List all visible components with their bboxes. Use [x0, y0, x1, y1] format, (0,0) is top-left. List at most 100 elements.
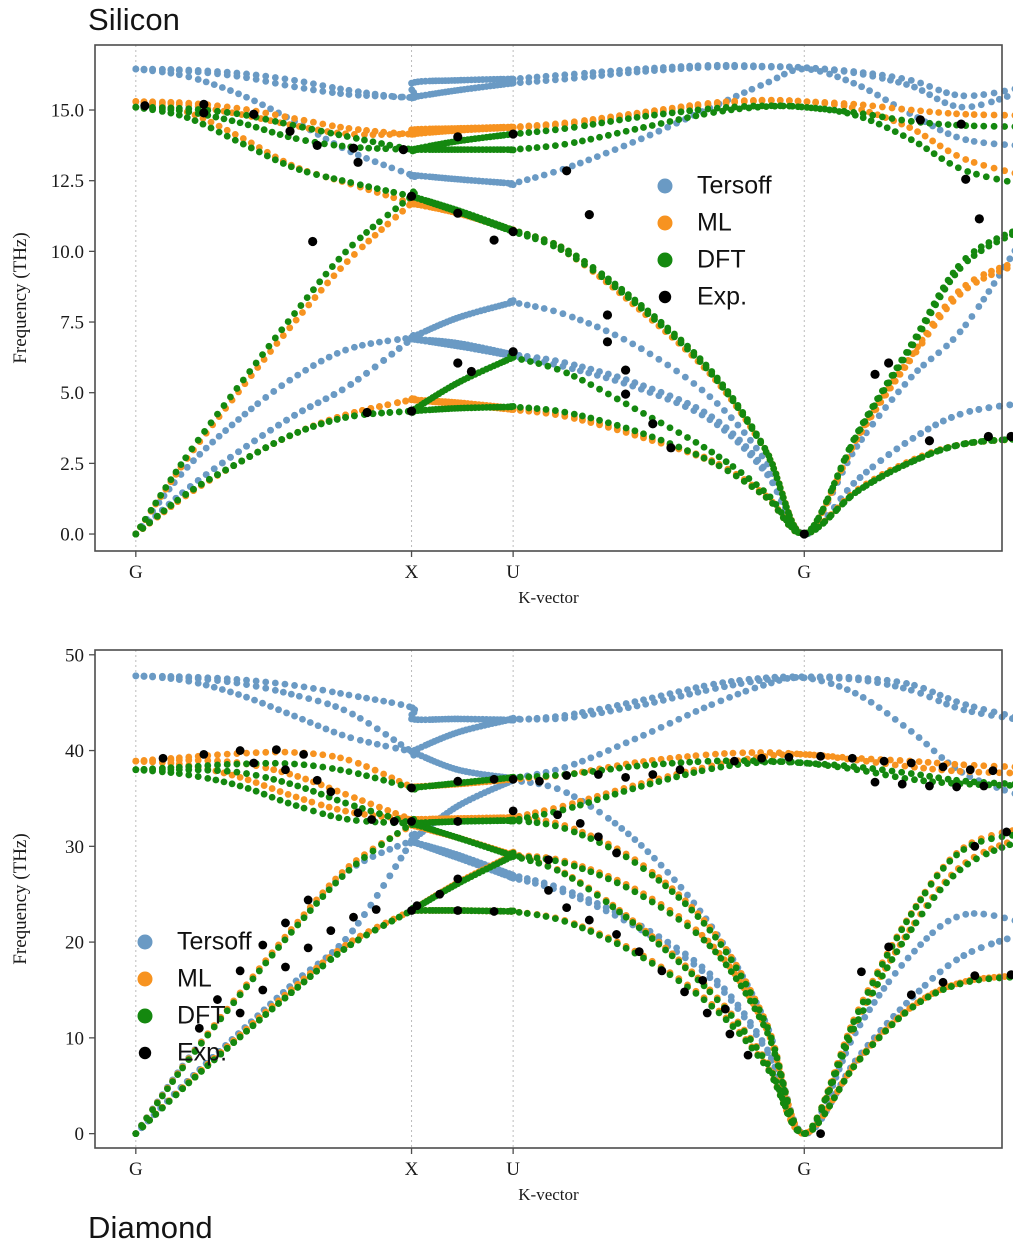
band-point: [1004, 935, 1011, 942]
band-point: [282, 749, 289, 756]
band-point: [908, 136, 915, 143]
band-point: [571, 863, 578, 870]
band-point: [642, 68, 649, 75]
band-point: [353, 817, 360, 824]
band-point: [394, 843, 401, 850]
band-point: [382, 145, 389, 152]
exp-data-point: [363, 408, 372, 417]
band-point: [245, 776, 252, 783]
band-point: [342, 249, 349, 256]
band-point: [270, 388, 277, 395]
band-point: [964, 168, 971, 175]
band-point: [307, 403, 314, 410]
band-point: [678, 884, 685, 891]
band-point: [224, 127, 231, 134]
band-point: [980, 91, 987, 98]
band-point: [741, 1014, 748, 1021]
band-point: [214, 677, 221, 684]
band-point: [991, 123, 998, 130]
band-point: [868, 117, 875, 124]
band-point: [315, 722, 322, 729]
band-point: [791, 527, 798, 534]
band-point: [753, 1031, 760, 1038]
band-point: [596, 809, 603, 816]
exp-data-point: [916, 115, 925, 124]
band-point: [741, 429, 748, 436]
band-point: [390, 736, 397, 743]
band-point: [543, 773, 550, 780]
band-point: [380, 777, 387, 784]
band-point: [399, 191, 406, 198]
band-point: [280, 160, 287, 167]
band-point: [1004, 93, 1011, 100]
band-point: [372, 93, 379, 100]
band-point: [242, 411, 249, 418]
band-point: [616, 765, 623, 772]
band-point: [993, 239, 1000, 246]
band-point: [224, 133, 231, 140]
band-point: [234, 761, 241, 768]
band-point: [216, 433, 223, 440]
band-point: [690, 769, 697, 776]
band-point: [291, 310, 298, 317]
exp-data-point: [353, 158, 362, 167]
band-point: [728, 956, 735, 963]
band-point: [577, 896, 584, 903]
band-point: [664, 869, 671, 876]
band-point: [365, 720, 372, 727]
exp-data-point: [407, 406, 416, 415]
band-point: [342, 791, 349, 798]
band-point: [739, 749, 746, 756]
band-point: [238, 458, 245, 465]
band-point: [355, 92, 362, 99]
band-point: [826, 71, 833, 78]
band-point: [960, 846, 967, 853]
band-point: [351, 251, 358, 258]
band-point: [946, 160, 953, 167]
band-point: [889, 115, 896, 122]
band-point: [319, 687, 326, 694]
band-point: [270, 766, 277, 773]
band-point: [943, 343, 950, 350]
band-point: [243, 770, 250, 777]
band-point: [571, 770, 578, 777]
band-point: [991, 165, 998, 172]
band-point: [235, 416, 242, 423]
band-point: [797, 751, 804, 758]
band-point: [876, 121, 883, 128]
exp-data-point: [489, 235, 498, 244]
band-point: [357, 737, 364, 744]
band-point: [675, 894, 682, 901]
band-point: [980, 296, 987, 303]
band-point: [178, 461, 185, 468]
band-point: [318, 128, 325, 135]
band-point: [623, 425, 630, 432]
band-point: [571, 124, 578, 131]
band-point: [339, 873, 346, 880]
band-point: [243, 694, 250, 701]
band-point: [267, 703, 274, 710]
band-point: [408, 86, 415, 93]
band-point: [339, 143, 346, 150]
band-point: [925, 426, 932, 433]
band-point: [844, 110, 851, 117]
y-axis-title: Frequency (THz): [10, 232, 31, 363]
band-point: [647, 132, 654, 139]
band-point: [969, 948, 976, 955]
band-point: [917, 897, 924, 904]
band-point: [372, 364, 379, 371]
exp-data-point: [585, 210, 594, 219]
band-point: [216, 129, 223, 136]
band-point: [182, 454, 189, 461]
band-point: [552, 822, 559, 829]
band-point: [655, 392, 662, 399]
band-point: [733, 975, 740, 982]
band-point: [302, 137, 309, 144]
band-point: [299, 716, 306, 723]
band-point: [717, 941, 724, 948]
band-point: [873, 770, 880, 777]
band-point: [305, 302, 312, 309]
band-point: [516, 716, 523, 723]
band-point: [971, 111, 978, 118]
band-point: [293, 135, 300, 142]
